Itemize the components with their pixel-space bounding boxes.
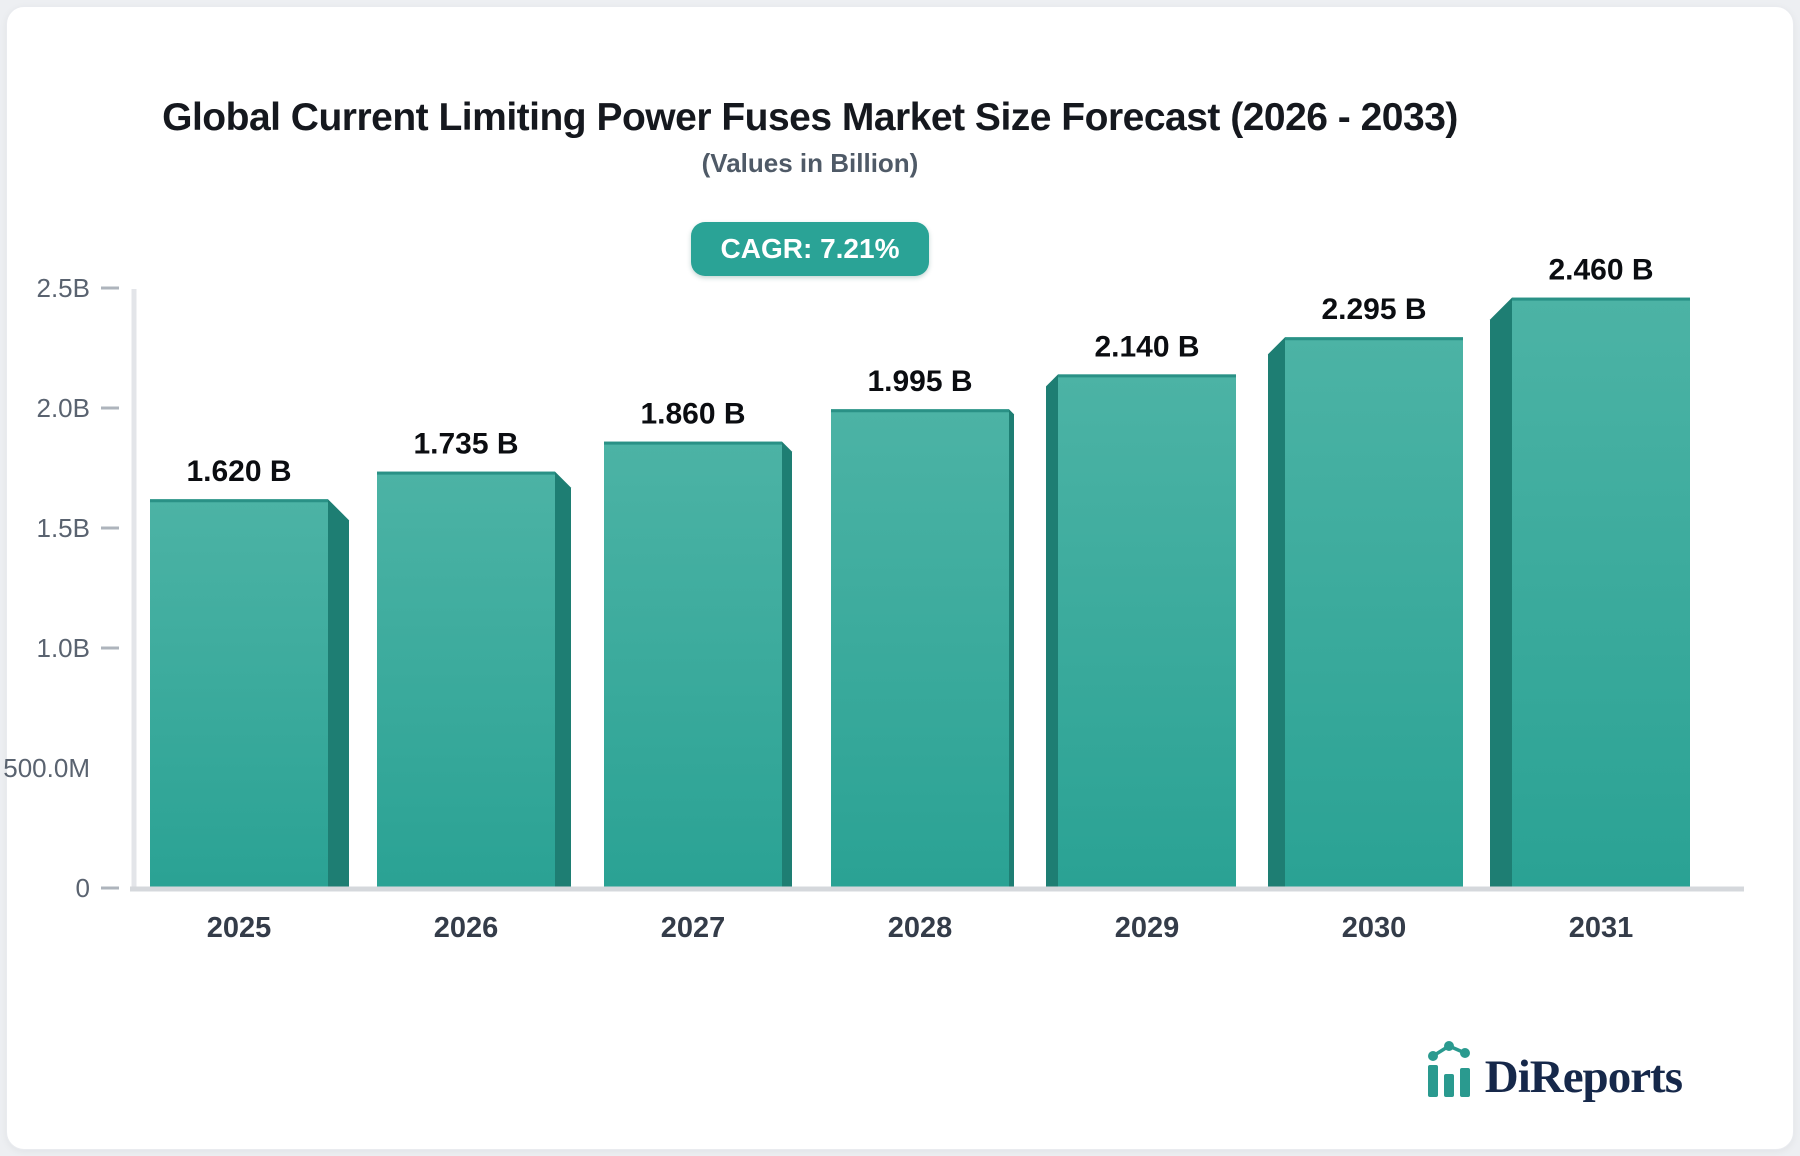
bar-2026: 1.735 B 2026 (377, 428, 571, 944)
x-axis-label: 2030 (1342, 912, 1407, 944)
bar-face (150, 499, 328, 888)
x-axis-label: 2027 (661, 912, 726, 944)
cagr-badge-wrap: CAGR: 7.21% (0, 222, 1620, 276)
bar-side-3d (782, 441, 792, 888)
y-tick-label: 1.0B (37, 633, 91, 663)
bar-face (831, 409, 1009, 888)
bar-face (1058, 374, 1236, 888)
y-tick-label: 500.0M (3, 753, 90, 783)
chart-subtitle: (Values in Billion) (701, 148, 919, 178)
x-axis-label: 2026 (434, 912, 499, 944)
bar-side-3d (328, 499, 349, 888)
bar-side-3d (1046, 374, 1058, 888)
bar-value-label: 1.995 B (867, 365, 972, 398)
bar-side-3d (1009, 409, 1014, 888)
x-axis-label: 2031 (1569, 912, 1634, 944)
bar-value-label: 2.295 B (1321, 293, 1426, 326)
bar-face (377, 471, 555, 888)
chart-title: Global Current Limiting Power Fuses Mark… (162, 96, 1458, 139)
bar-2025: 1.620 B 2025 (150, 455, 349, 944)
brand-logo: DiReports (1423, 1041, 1683, 1104)
y-tick-label: 2.5B (37, 273, 91, 303)
x-axis-label: 2025 (207, 912, 272, 944)
bar-2029: 2.140 B 2029 (1046, 330, 1236, 944)
bar-chart-logo-icon (1427, 1041, 1470, 1097)
bar-value-label: 2.140 B (1094, 330, 1199, 363)
bar-side-3d (1268, 337, 1285, 888)
y-tick-label: 1.5B (37, 513, 91, 543)
bar-face (1285, 337, 1463, 888)
bar-2028: 1.995 B 2028 (831, 365, 1014, 944)
bar-face (1512, 297, 1690, 889)
bar-side-3d (1490, 297, 1512, 889)
bar-face (604, 441, 782, 888)
bar-value-label: 1.860 B (640, 398, 745, 431)
bar-2031: 2.460 B 2031 (1490, 254, 1690, 944)
y-tick-label: 0 (76, 873, 90, 903)
bar-value-label: 1.620 B (186, 455, 291, 488)
y-tick-label: 2.0B (37, 393, 91, 423)
cagr-badge: CAGR: 7.21% (690, 222, 930, 276)
x-axis-label: 2029 (1115, 912, 1180, 944)
bar-2027: 1.860 B 2027 (604, 398, 792, 944)
bar-value-label: 1.735 B (413, 428, 518, 461)
x-axis-label: 2028 (888, 912, 953, 944)
bar-2030: 2.295 B 2030 (1268, 293, 1463, 944)
bar-side-3d (555, 471, 571, 888)
brand-logo-text: DiReports (1484, 1051, 1683, 1104)
bar-value-label: 2.460 B (1548, 254, 1653, 287)
